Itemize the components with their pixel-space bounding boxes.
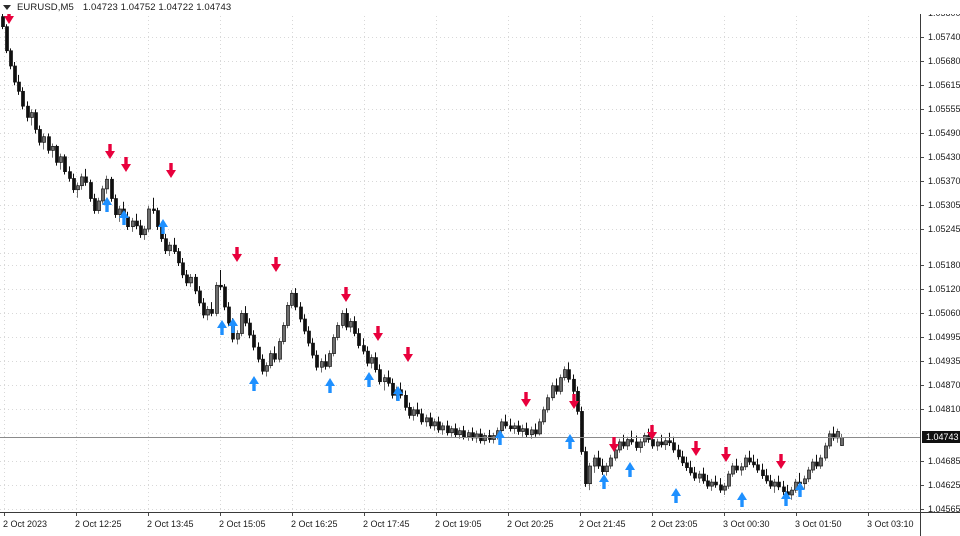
ohlc-values-label: 1.04723 1.04752 1.04722 1.04743 xyxy=(82,1,232,13)
time-axis-tick: 2 Oct 21:45 xyxy=(579,513,626,529)
current-price-line xyxy=(0,437,920,438)
candlestick-series xyxy=(1,13,844,500)
price-axis-tick: 1.05305 xyxy=(921,199,960,211)
time-axis-tick: 2 Oct 15:05 xyxy=(219,513,266,529)
price-axis-tick: 1.04995 xyxy=(921,331,960,343)
price-axis-tick: 1.04935 xyxy=(921,355,960,367)
time-axis-tick: 2 Oct 13:45 xyxy=(147,513,194,529)
time-axis-tick: 2 Oct 16:25 xyxy=(291,513,338,529)
buy-signal-arrow-icon xyxy=(158,219,168,234)
sell-signal-arrow-icon xyxy=(569,394,579,409)
sell-signal-arrow-icon xyxy=(403,347,413,362)
buy-signal-arrow-icon xyxy=(781,491,791,506)
buy-signal-arrow-icon xyxy=(119,210,129,225)
price-axis-tick: 1.05740 xyxy=(921,31,960,43)
buy-signal-arrow-icon xyxy=(565,434,575,449)
buy-signal-arrow-icon xyxy=(495,430,505,445)
sell-signal-arrow-icon xyxy=(647,425,657,440)
price-axis-tick: 1.05490 xyxy=(921,127,960,139)
time-axis-tick: 2 Oct 17:45 xyxy=(363,513,410,529)
symbol-timeframe-label: EURUSD,M5 xyxy=(17,1,74,13)
price-axis-tick: 1.05430 xyxy=(921,151,960,163)
buy-signal-arrow-icon xyxy=(737,492,747,507)
sell-signal-arrow-icon xyxy=(521,392,531,407)
buy-signal-arrow-icon xyxy=(599,474,609,489)
price-axis-tick: 1.04810 xyxy=(921,403,960,415)
buy-signal-arrow-icon xyxy=(249,376,259,391)
time-axis-tick: 2 Oct 23:05 xyxy=(651,513,698,529)
sell-signal-arrow-icon xyxy=(609,437,619,452)
time-axis-tick: 3 Oct 03:10 xyxy=(867,513,914,529)
current-price-badge: 1.04743 xyxy=(922,431,960,443)
time-axis-tick: 3 Oct 00:30 xyxy=(723,513,770,529)
chart-header-bar: EURUSD,M5 1.04723 1.04752 1.04722 1.0474… xyxy=(0,0,960,14)
buy-signal-arrow-icon xyxy=(217,320,227,335)
sell-signal-arrow-icon xyxy=(271,257,281,272)
price-axis-tick: 1.05555 xyxy=(921,103,960,115)
buy-signal-arrow-icon xyxy=(364,372,374,387)
sell-signal-arrow-icon xyxy=(373,326,383,341)
buy-signal-arrow-icon xyxy=(325,378,335,393)
price-axis-tick: 1.05120 xyxy=(921,283,960,295)
time-axis-tick: 2 Oct 2023 xyxy=(3,513,48,529)
sell-signal-arrow-icon xyxy=(4,9,14,24)
time-axis-tick: 3 Oct 01:50 xyxy=(795,513,842,529)
buy-signal-arrow-icon xyxy=(393,386,403,401)
price-axis-tick: 1.05180 xyxy=(921,259,960,271)
price-axis-tick: 1.05060 xyxy=(921,307,960,319)
buy-signal-arrow-icon xyxy=(228,318,238,333)
time-axis-tick: 2 Oct 20:25 xyxy=(507,513,554,529)
price-axis-tick: 1.04565 xyxy=(921,503,960,515)
chart-plot-area[interactable] xyxy=(0,0,920,512)
signal-arrows-layer xyxy=(4,9,805,507)
sell-signal-arrow-icon xyxy=(341,287,351,302)
price-axis-tick: 1.05370 xyxy=(921,175,960,187)
sell-signal-arrow-icon xyxy=(121,157,131,172)
sell-signal-arrow-icon xyxy=(776,454,786,469)
buy-signal-arrow-icon xyxy=(625,462,635,477)
buy-signal-arrow-icon xyxy=(102,197,112,212)
sell-signal-arrow-icon xyxy=(105,144,115,159)
price-axis-tick: 1.04625 xyxy=(921,479,960,491)
buy-signal-arrow-icon xyxy=(795,482,805,497)
price-axis[interactable]: 1.058001.057401.056801.056151.055551.054… xyxy=(920,0,960,515)
chevron-down-icon[interactable] xyxy=(3,4,11,10)
sell-signal-arrow-icon xyxy=(166,163,176,178)
sell-signal-arrow-icon xyxy=(721,447,731,462)
time-axis[interactable]: 2 Oct 2023 2 Oct 12:25 2 Oct 13:45 2 Oct 15… xyxy=(0,512,920,536)
sell-signal-arrow-icon xyxy=(232,247,242,262)
price-axis-tick: 1.05680 xyxy=(921,55,960,67)
buy-signal-arrow-icon xyxy=(671,488,681,503)
price-axis-tick: 1.04685 xyxy=(921,455,960,467)
sell-signal-arrow-icon xyxy=(691,441,701,456)
axis-corner xyxy=(920,512,960,536)
time-axis-tick: 2 Oct 19:05 xyxy=(435,513,482,529)
price-axis-tick: 1.05245 xyxy=(921,223,960,235)
price-axis-tick: 1.04870 xyxy=(921,379,960,391)
time-axis-tick: 2 Oct 12:25 xyxy=(75,513,122,529)
price-axis-tick: 1.05615 xyxy=(921,79,960,91)
